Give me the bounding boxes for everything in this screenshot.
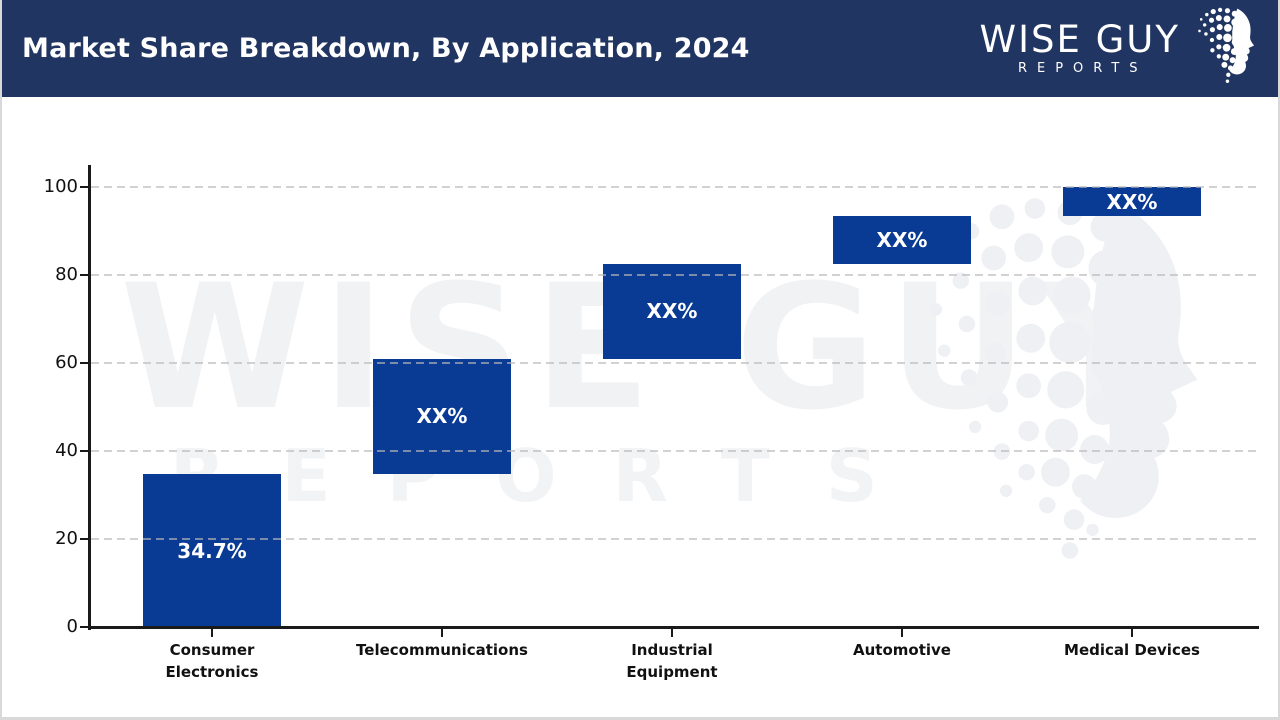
bar-consumer-electronics [143,474,281,627]
x-tick-automotive [901,628,903,637]
bar-label-automotive: XX% [876,228,928,252]
x-tick-industrial-equipment [671,628,673,637]
y-tick-100 [80,186,88,188]
wiseguy-logo: WISE GUY REPORTS [980,6,1258,92]
bar-telecommunications [373,358,511,475]
gridline-y-20 [91,538,1258,540]
category-label-industrial-equipment: Industrial Equipment [626,641,718,681]
logo-wordmark: WISE GUY [979,18,1180,61]
y-tick-label: 40 [55,440,78,461]
y-axis-spine [88,165,91,630]
x-axis-spine [88,626,1259,629]
category-label-automotive: Automotive [853,641,951,659]
report-header: Market Share Breakdown, By Application, … [2,0,1278,97]
y-tick-80 [80,274,88,276]
y-tick-40 [80,450,88,452]
gridline-y-100 [91,186,1258,188]
bar-industrial-equipment [603,264,741,359]
bar-label-medical-devices: XX% [1106,189,1158,214]
bar-label-consumer-electronics: 34.7% [177,538,247,563]
x-tick-consumer-electronics [211,628,213,637]
gridline-y-60 [91,362,1258,364]
logo-face-icon [1198,7,1255,83]
logo-subtext: REPORTS [1017,61,1148,76]
category-label-consumer-electronics: Consumer Electronics [165,641,259,681]
y-tick-0 [80,626,88,628]
category-label-telecommunications: Telecommunications [356,641,528,659]
bar-label-industrial-equipment: XX% [646,299,698,324]
y-tick-label: 20 [55,528,78,549]
y-tick-label: 80 [55,264,78,285]
x-tick-medical-devices [1131,628,1133,637]
x-tick-telecommunications [441,628,443,637]
gridline-y-40 [91,450,1258,452]
gridline-y-80 [91,274,1258,276]
y-tick-20 [80,538,88,540]
bar-label-telecommunications: XX% [416,404,468,429]
y-tick-label: 0 [66,616,78,637]
category-label-medical-devices: Medical Devices [1064,641,1200,659]
y-tick-label: 100 [43,176,78,197]
page-title: Market Share Breakdown, By Application, … [22,33,750,64]
y-tick-60 [80,362,88,364]
y-tick-label: 60 [55,352,78,373]
